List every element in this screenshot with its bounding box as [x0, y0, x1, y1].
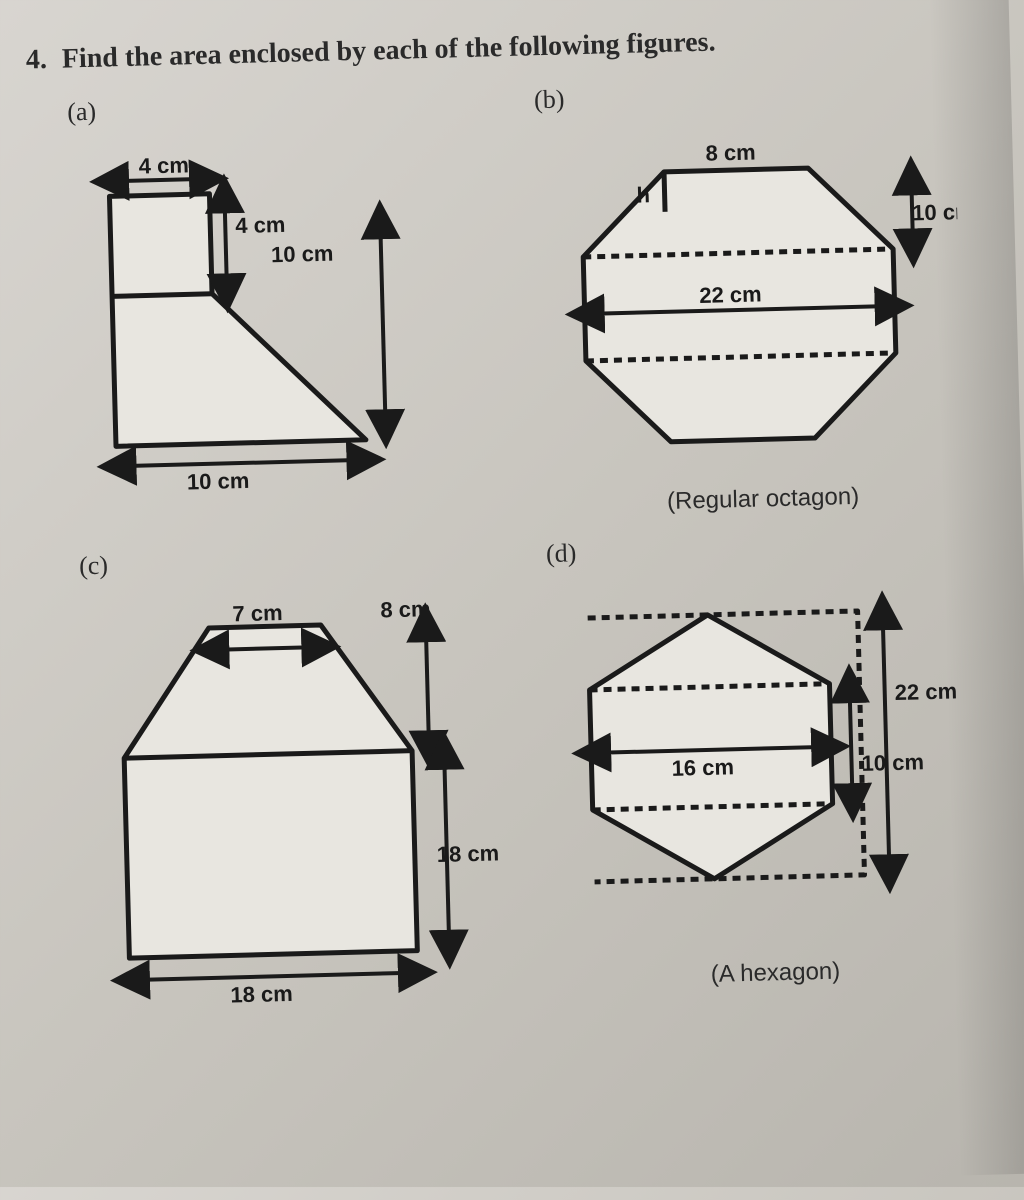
dim-b-height: 10 cm — [912, 199, 964, 226]
dim-a-topright: 4 cm — [235, 212, 286, 238]
dim-b-side: 8 cm — [705, 140, 756, 166]
figure-d-svg: 16 cm 22 cm 10 cm — [547, 568, 977, 959]
figure-b-svg: h 8 cm 10 cm 22 cm — [535, 115, 964, 486]
figure-c-label: (c) — [79, 540, 517, 581]
figure-a-label: (a) — [67, 86, 505, 127]
dim-d-midh: 10 cm — [861, 750, 924, 777]
dim-c-righth: 8 cm — [380, 597, 431, 623]
worksheet-page: 4. Find the area enclosed by each of the… — [0, 0, 1024, 1054]
figures-grid: (a) — [67, 74, 995, 1021]
figure-c: (c) 7 cm 8 cm 18 cm 18 — [79, 540, 528, 1021]
figure-a: (a) — [67, 86, 515, 531]
dim-c-fullh: 18 cm — [436, 841, 499, 868]
figure-b-label: (b) — [534, 74, 972, 115]
dim-c-bottom: 18 cm — [230, 981, 293, 1008]
figure-b-caption: (Regular octagon) — [544, 480, 982, 519]
dim-d-width: 16 cm — [671, 755, 734, 782]
figure-a-svg: 4 cm 4 cm 10 cm 10 cm — [68, 128, 457, 498]
svg-text:h: h — [636, 183, 650, 208]
dim-a-right: 10 cm — [271, 241, 334, 268]
figure-d-label: (d) — [546, 528, 984, 569]
figure-d: (d) 16 cm 22 cm 10 cm — [546, 528, 995, 1009]
figure-d-caption: (A hexagon) — [557, 954, 995, 993]
figure-b: (b) h 8 cm 10 cm — [534, 74, 982, 519]
question-number: 4. — [25, 42, 47, 79]
dim-b-width: 22 cm — [699, 282, 762, 309]
figure-c-svg: 7 cm 8 cm 18 cm 18 cm — [80, 581, 511, 1022]
dim-d-fullh: 22 cm — [894, 679, 957, 706]
dim-a-top: 4 cm — [138, 153, 189, 179]
dim-c-top: 7 cm — [232, 600, 283, 626]
question-text: Find the area enclosed by each of the fo… — [61, 26, 715, 74]
question-4: 4. Find the area enclosed by each of the… — [25, 18, 970, 79]
dim-a-bottom: 10 cm — [187, 468, 250, 495]
